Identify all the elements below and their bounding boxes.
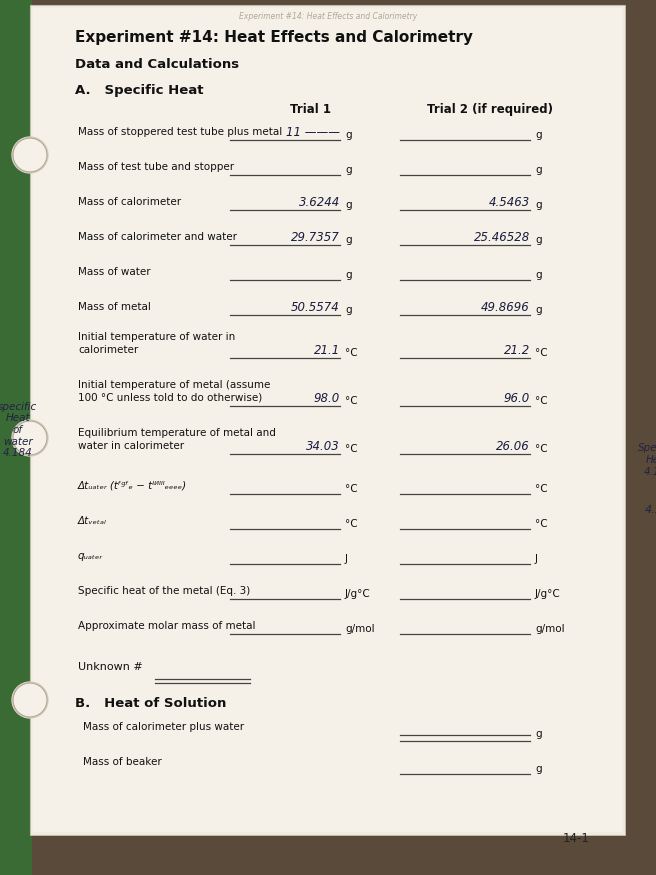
- Text: °C: °C: [345, 519, 358, 529]
- Circle shape: [14, 684, 46, 716]
- Text: g: g: [345, 130, 352, 140]
- Text: 21.2: 21.2: [504, 344, 530, 357]
- Text: g: g: [535, 305, 542, 315]
- Text: Initial temperature of water in: Initial temperature of water in: [78, 332, 236, 342]
- Text: g: g: [535, 200, 542, 210]
- Text: 50.5574: 50.5574: [291, 301, 340, 314]
- Text: Data and Calculations: Data and Calculations: [75, 58, 239, 71]
- Text: °C: °C: [345, 444, 358, 454]
- Text: 4.184: 4.184: [645, 505, 656, 515]
- Text: Mass of test tube and stopper: Mass of test tube and stopper: [78, 162, 234, 172]
- Circle shape: [14, 139, 46, 171]
- Circle shape: [12, 420, 48, 456]
- Text: Trial 1: Trial 1: [289, 103, 331, 116]
- Text: Mass of calorimeter and water: Mass of calorimeter and water: [78, 232, 237, 242]
- Text: B.   Heat of Solution: B. Heat of Solution: [75, 697, 226, 710]
- Text: Δtᵥₑₜₐₗ: Δtᵥₑₜₐₗ: [78, 516, 107, 526]
- Text: Mass of beaker: Mass of beaker: [83, 757, 162, 767]
- Bar: [0, 0, 32, 875]
- Text: °C: °C: [535, 519, 548, 529]
- Text: Mass of calorimeter: Mass of calorimeter: [78, 197, 181, 207]
- Text: 98.0: 98.0: [314, 392, 340, 405]
- Text: J/g°C: J/g°C: [345, 589, 371, 599]
- Text: g: g: [535, 130, 542, 140]
- Circle shape: [12, 137, 48, 173]
- Text: Mass of stoppered test tube plus metal: Mass of stoppered test tube plus metal: [78, 127, 282, 137]
- Text: Experiment #14: Heat Effects and Calorimetry: Experiment #14: Heat Effects and Calorim…: [75, 30, 473, 45]
- Text: g: g: [535, 270, 542, 280]
- Text: Mass of metal: Mass of metal: [78, 302, 151, 312]
- Text: Trial 2 (if required): Trial 2 (if required): [427, 103, 553, 116]
- Text: g: g: [535, 729, 542, 739]
- Text: °C: °C: [535, 396, 548, 406]
- Text: Approximate molar mass of metal: Approximate molar mass of metal: [78, 621, 255, 631]
- Text: g: g: [345, 235, 352, 245]
- Text: g: g: [345, 270, 352, 280]
- Text: A.   Specific Heat: A. Specific Heat: [75, 84, 203, 97]
- Text: °C: °C: [345, 396, 358, 406]
- Text: g: g: [535, 235, 542, 245]
- Text: °C: °C: [535, 484, 548, 494]
- Text: g/mol: g/mol: [345, 624, 375, 634]
- Text: g: g: [345, 305, 352, 315]
- Circle shape: [14, 422, 46, 454]
- Text: J: J: [535, 554, 538, 564]
- Text: Mass of calorimeter plus water: Mass of calorimeter plus water: [83, 722, 244, 732]
- Text: g: g: [535, 165, 542, 175]
- Text: calorimeter: calorimeter: [78, 345, 138, 355]
- Text: Experiment #14: Heat Effects and Calorimetry: Experiment #14: Heat Effects and Calorim…: [239, 12, 417, 21]
- Text: 25.46528: 25.46528: [474, 231, 530, 244]
- Text: g: g: [345, 165, 352, 175]
- Text: °C: °C: [345, 484, 358, 494]
- Text: Specific heat of the metal (Eq. 3): Specific heat of the metal (Eq. 3): [78, 586, 250, 596]
- Text: Mass of water: Mass of water: [78, 267, 151, 277]
- Text: 29.7357: 29.7357: [291, 231, 340, 244]
- Text: g: g: [345, 200, 352, 210]
- Text: 34.03: 34.03: [306, 440, 340, 453]
- Text: 49.8696: 49.8696: [482, 301, 530, 314]
- Text: 100 °C unless told to do otherwise): 100 °C unless told to do otherwise): [78, 393, 262, 403]
- Text: 21.1: 21.1: [314, 344, 340, 357]
- Text: g: g: [535, 764, 542, 774]
- Text: water in calorimeter: water in calorimeter: [78, 441, 184, 451]
- Text: 3.6244: 3.6244: [298, 196, 340, 209]
- Text: 11 ———: 11 ———: [286, 126, 340, 139]
- Text: g/mol: g/mol: [535, 624, 565, 634]
- Text: 26.06: 26.06: [496, 440, 530, 453]
- Text: Unknown #: Unknown #: [78, 662, 143, 672]
- Text: specific
Heat
of
water
4.184: specific Heat of water 4.184: [0, 402, 37, 458]
- Text: J/g°C: J/g°C: [535, 589, 561, 599]
- Text: °C: °C: [345, 348, 358, 358]
- Text: °C: °C: [535, 444, 548, 454]
- Circle shape: [12, 682, 48, 718]
- Text: °C: °C: [535, 348, 548, 358]
- Text: Equilibrium temperature of metal and: Equilibrium temperature of metal and: [78, 428, 276, 438]
- Text: 14-1: 14-1: [563, 832, 590, 845]
- Text: Initial temperature of metal (assume: Initial temperature of metal (assume: [78, 380, 270, 390]
- Text: Specific
Heat
4.184: Specific Heat 4.184: [638, 444, 656, 477]
- Text: J: J: [345, 554, 348, 564]
- Text: 4.5463: 4.5463: [489, 196, 530, 209]
- Text: qᵤₐₜₑᵣ: qᵤₐₜₑᵣ: [78, 551, 103, 561]
- Text: 96.0: 96.0: [504, 392, 530, 405]
- Text: Δtᵤₐₜₑᵣ (tᶠᶢᶠₑ − tᴵᴻᴵᴵᴵₑₑₑₑ): Δtᵤₐₜₑᵣ (tᶠᶢᶠₑ − tᴵᴻᴵᴵᴵₑₑₑₑ): [78, 481, 187, 491]
